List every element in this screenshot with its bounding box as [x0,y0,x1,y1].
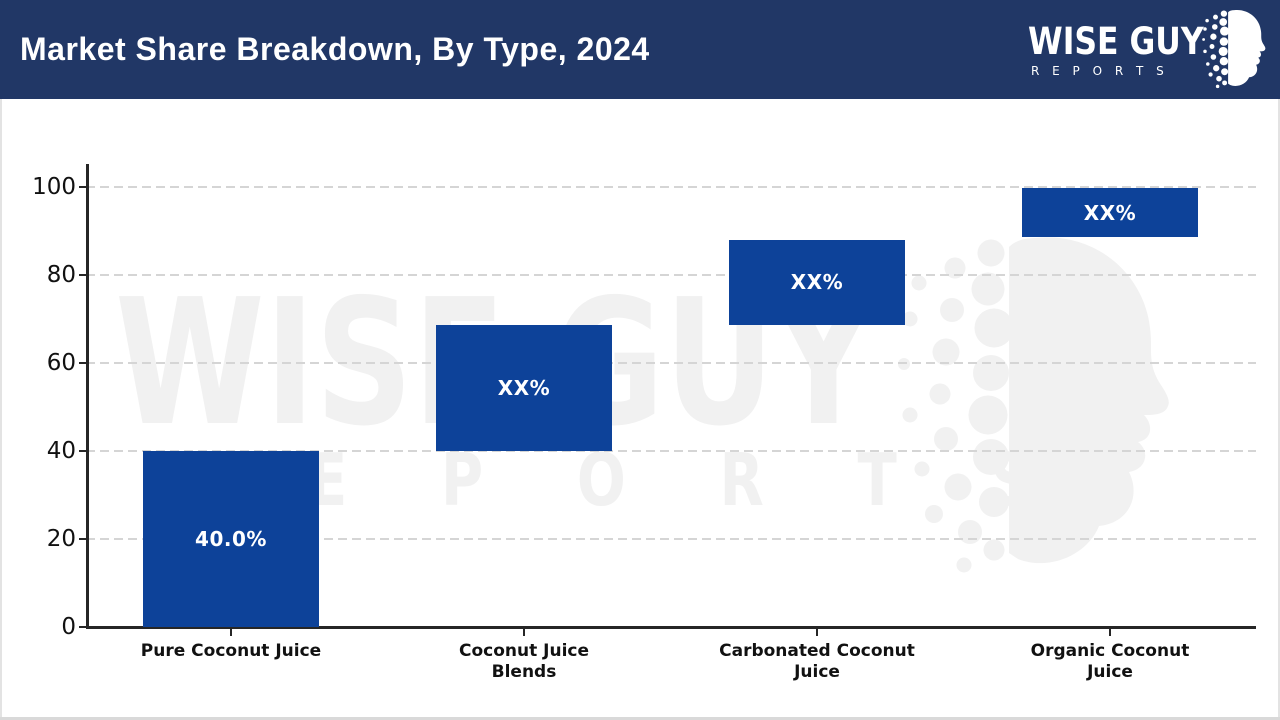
x-axis-label-line: Pure Coconut Juice [140,641,322,661]
plot-area: 100 80 60 40 20 0 40.0% XX% XX% XX% Pure Coco… [0,99,1280,720]
x-axis-label-line: Juice [794,662,840,682]
y-tick-mark [79,625,87,629]
bar-value-label: XX% [790,270,844,295]
y-tick-mark [79,537,87,541]
bar-organic-coconut-juice: XX% [1022,187,1198,238]
y-tick-label: 60 [46,350,76,376]
y-tick-label: 0 [61,614,76,640]
bar-value-label: 40.0% [195,527,267,551]
x-axis-label-line: Blends [491,662,557,682]
gridline [86,450,1256,452]
x-axis-label-line: Juice [1087,662,1133,682]
y-tick-mark [79,361,87,365]
x-axis-label-line: Coconut Juice [458,641,590,661]
y-tick-label: 100 [32,174,76,200]
y-tick-label: 80 [46,262,76,288]
x-axis-label-line: Organic Coconut [1030,641,1190,661]
wise-guy-reports-logo: WISE GUY R E P O R T S [1028,6,1268,94]
x-axis-label-carbonated-coconut-juice: Carbonated Coconut Juice [677,641,957,683]
gridline [86,538,1256,540]
bar-pure-coconut-juice: 40.0% [143,451,319,627]
bar-value-label: XX% [1083,200,1137,225]
x-axis-label-organic-coconut-juice: Organic Coconut Juice [970,641,1250,683]
x-axis-label-line: Carbonated Coconut [719,641,915,661]
x-tick-mark [1108,627,1112,636]
bar-value-label: XX% [497,375,551,400]
gridline [86,274,1256,276]
x-tick-mark [229,627,233,636]
y-axis-line [86,164,89,628]
x-axis-label-coconut-juice-blends: Coconut Juice Blends [384,641,664,683]
bar-coconut-juice-blends: XX% [436,324,612,451]
logo-wordmark: WISE GUY [1028,20,1204,63]
x-tick-mark [522,627,526,636]
y-tick-label: 40 [46,438,76,464]
gridline [86,186,1256,188]
y-tick-label: 20 [46,526,76,552]
gridline [86,362,1256,364]
header-bar: Market Share Breakdown, By Type, 2024 WI… [0,0,1280,99]
y-tick-mark [79,449,87,453]
head-profile-icon [1202,9,1266,89]
bar-carbonated-coconut-juice: XX% [729,239,905,325]
y-tick-mark [79,185,87,189]
x-axis-label-pure-coconut-juice: Pure Coconut Juice [91,641,371,662]
y-tick-mark [79,273,87,277]
x-axis-line [86,626,1256,629]
page-title: Market Share Breakdown, By Type, 2024 [20,31,650,67]
x-tick-mark [815,627,819,636]
logo-subtext: R E P O R T S [1031,64,1169,78]
